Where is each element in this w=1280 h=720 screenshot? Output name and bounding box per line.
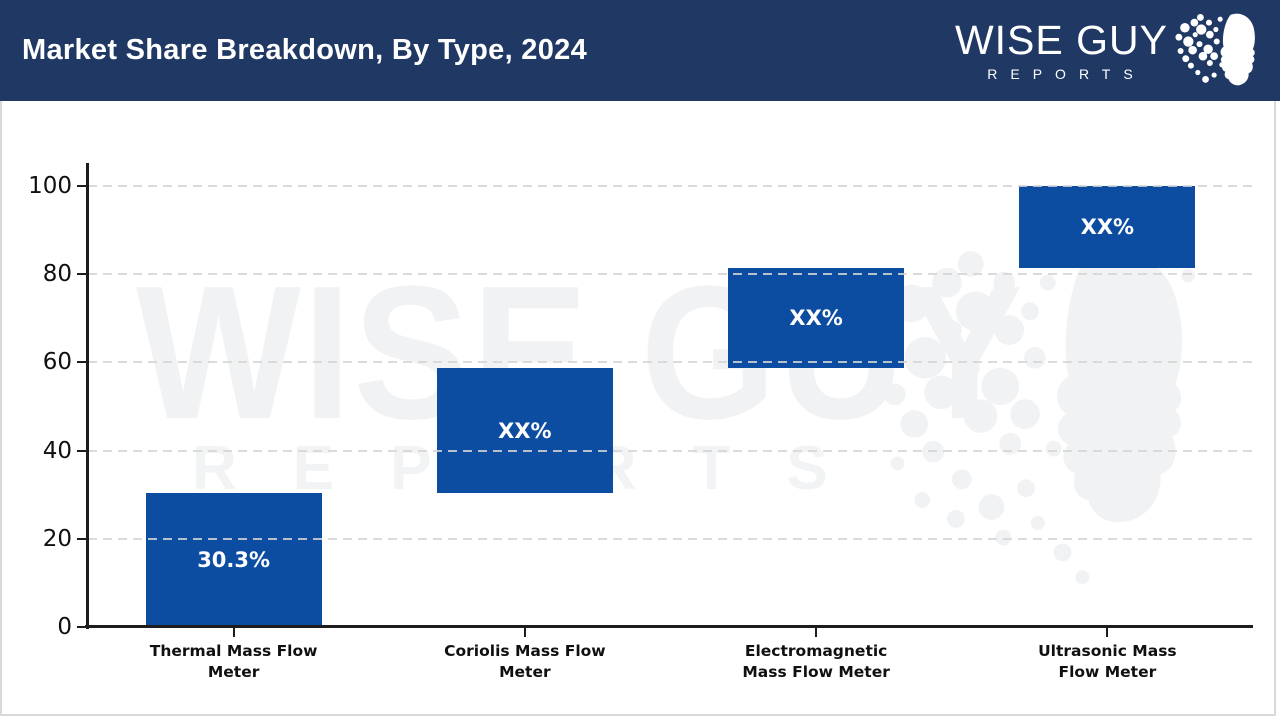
y-tick-label-80: 80 — [42, 261, 72, 288]
x-tick-ultrasonic-mass-flow-meter — [1106, 628, 1109, 637]
y-tick-label-100: 100 — [28, 173, 72, 199]
y-tick-label-60: 60 — [42, 349, 72, 376]
y-axis-line — [86, 163, 89, 629]
y-tick-40 — [77, 449, 87, 452]
x-tick-electromagnetic-mass-flow-meter — [815, 628, 818, 637]
header: Market Share Breakdown, By Type, 2024 WI… — [0, 0, 1280, 101]
gridline-100 — [88, 185, 1253, 187]
bar-thermal-mass-flow-meter — [145, 493, 322, 627]
bar-value-label-thermal-mass-flow-meter: 30.3% — [197, 548, 271, 573]
bar-value-label-ultrasonic-mass-flow-meter: XX% — [1080, 215, 1135, 239]
watermark-head-dots-icon — [871, 242, 1196, 585]
x-tick-label-electromagnetic-mass-flow-meter: Electromagnetic Mass Flow Meter — [742, 642, 890, 681]
x-tick-coriolis-mass-flow-meter — [523, 628, 526, 637]
y-tick-60 — [77, 361, 87, 364]
brand-logo: WISE GUY REPORTS — [955, 8, 1258, 94]
gridline-40 — [88, 449, 1253, 452]
bar-ultrasonic-mass-flow-meter — [1019, 186, 1196, 269]
x-tick-label-coriolis-mass-flow-meter: Coriolis Mass Flow Meter — [444, 642, 606, 681]
y-tick-label-40: 40 — [42, 437, 72, 464]
brand-wordmark: WISE GUY — [954, 16, 1168, 63]
x-axis-line — [85, 625, 1253, 628]
gridline-60 — [88, 361, 1253, 364]
y-tick-label-0: 0 — [57, 614, 72, 640]
brand-logo-text: WISE GUY REPORTS — [954, 16, 1168, 82]
bar-electromagnetic-mass-flow-meter — [728, 268, 905, 368]
y-tick-label-20: 20 — [42, 525, 72, 552]
y-tick-80 — [77, 273, 87, 276]
x-tick-label-thermal-mass-flow-meter: Thermal Mass Flow Meter — [149, 642, 318, 681]
bar-coriolis-mass-flow-meter — [436, 367, 613, 494]
brand-head-dots-icon — [1175, 13, 1255, 85]
y-tick-20 — [77, 537, 87, 540]
x-tick-thermal-mass-flow-meter — [232, 628, 235, 637]
y-tick-0 — [77, 626, 87, 628]
y-tick-100 — [77, 185, 87, 187]
bar-value-label-electromagnetic-mass-flow-meter: XX% — [789, 305, 843, 330]
brand-reports-wordmark: REPORTS — [987, 65, 1146, 82]
page-title: Market Share Breakdown, By Type, 2024 — [22, 34, 588, 66]
x-tick-label-ultrasonic-mass-flow-meter: Ultrasonic Mass Flow Meter — [1038, 642, 1177, 681]
gridline-80 — [88, 273, 1253, 276]
bar-value-label-coriolis-mass-flow-meter: XX% — [498, 418, 552, 443]
gridline-20 — [88, 537, 1253, 540]
